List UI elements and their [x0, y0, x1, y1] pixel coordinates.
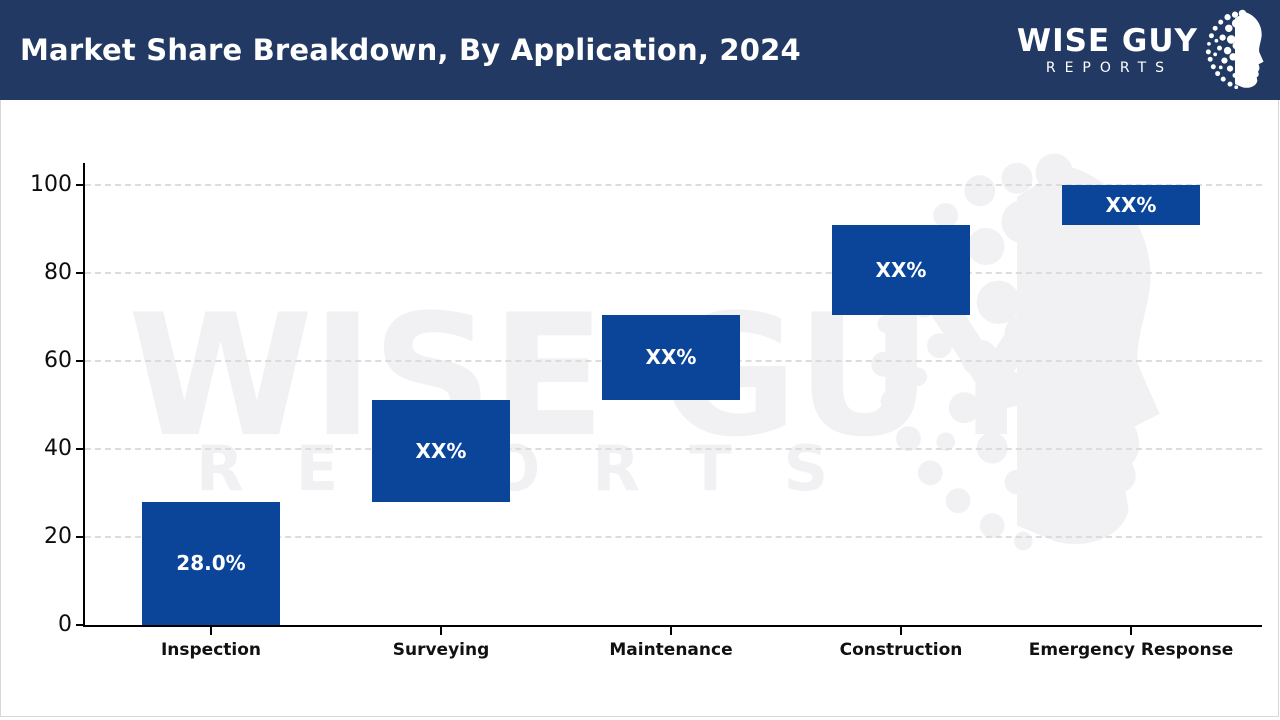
dotted-head-icon: [1205, 9, 1264, 90]
bar-segment: XX%: [602, 315, 740, 400]
y-axis-line: [83, 163, 85, 626]
gridline-100: [85, 184, 1262, 186]
x-tick: [670, 627, 672, 635]
y-tick-label-80: 80: [44, 260, 72, 285]
x-tick: [210, 627, 212, 635]
x-category-label: Construction: [839, 640, 963, 660]
logo-subtext: REPORTS: [1045, 59, 1174, 76]
x-tick: [1130, 627, 1132, 635]
bar-value-label: XX%: [415, 438, 467, 463]
bar-segment: 28.0%: [142, 501, 280, 625]
logo-wordmark: WISE GUY: [1016, 22, 1198, 59]
bar-value-label: 28.0%: [176, 551, 246, 576]
bar-segment: XX%: [1062, 185, 1200, 226]
bar-value-label: XX%: [875, 258, 927, 283]
gridline-80: [85, 272, 1262, 274]
y-tick-40: [76, 448, 84, 450]
wise-guy-reports-logo: WISE GUY REPORTS: [1017, 9, 1266, 91]
logo-text: WISE GUY REPORTS: [1016, 22, 1198, 76]
x-category-label: Emergency Response: [1028, 640, 1234, 660]
y-tick-label-100: 100: [30, 172, 72, 197]
y-tick-60: [76, 360, 84, 362]
header-bar: Market Share Breakdown, By Application, …: [0, 0, 1280, 100]
y-tick-label-20: 20: [44, 524, 72, 549]
watermark-head-icon: [871, 153, 1160, 551]
x-category-label: Maintenance: [609, 640, 733, 660]
page-title: Market Share Breakdown, By Application, …: [20, 33, 801, 67]
y-tick-label-0: 0: [58, 612, 72, 637]
y-tick-0: [76, 624, 84, 626]
gridline-20: [85, 536, 1262, 538]
bar-segment: XX%: [832, 225, 970, 316]
y-tick-80: [76, 272, 84, 274]
bar-segment: XX%: [372, 399, 510, 502]
x-tick: [440, 627, 442, 635]
x-category-label: Surveying: [392, 640, 490, 660]
x-axis-line: [83, 625, 1262, 627]
gridline-40: [85, 448, 1262, 450]
y-tick-20: [76, 536, 84, 538]
bar-value-label: XX%: [1105, 193, 1157, 218]
y-tick-100: [76, 184, 84, 186]
x-tick: [900, 627, 902, 635]
x-category-label: Inspection: [160, 640, 262, 660]
y-tick-label-40: 40: [44, 436, 72, 461]
bar-value-label: XX%: [645, 345, 697, 370]
y-tick-label-60: 60: [44, 348, 72, 373]
